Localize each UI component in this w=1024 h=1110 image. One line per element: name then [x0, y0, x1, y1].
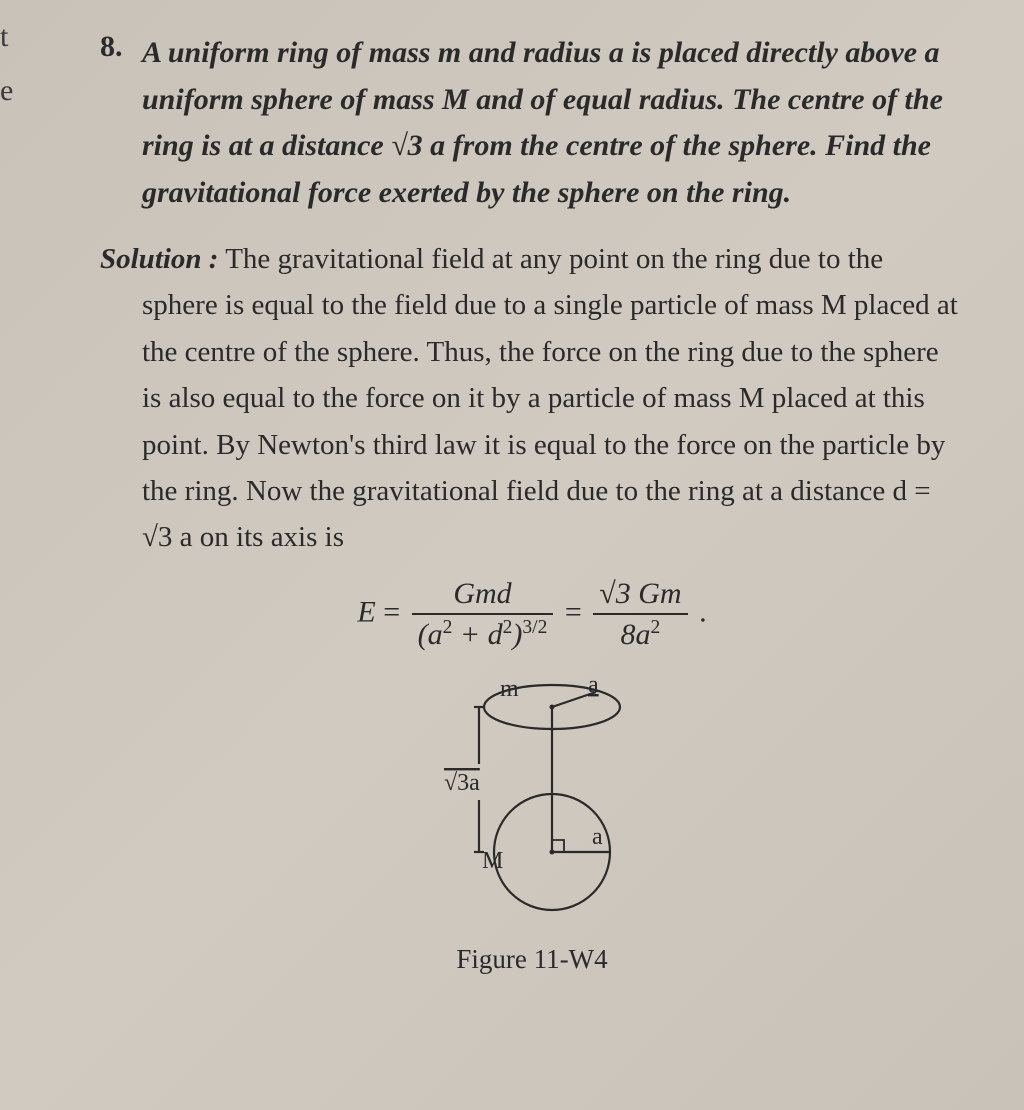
eq-equals-1: = [383, 595, 400, 628]
page-edge-fragment: t e [0, 20, 13, 108]
eq-frac2-num: √3 Gm [593, 577, 687, 615]
edge-char-2: e [0, 74, 13, 108]
figure-caption: Figure 11-W4 [100, 944, 964, 975]
problem-statement: 8. A uniform ring of mass m and radius a… [100, 30, 964, 216]
eq-frac2-den: 8a2 [593, 615, 687, 652]
equation: E = Gmd (a2 + d2)3/2 = √3 Gm 8a2 . [100, 577, 964, 652]
problem-text: A uniform ring of mass m and radius a is… [142, 30, 964, 216]
eq-frac1-num: Gmd [412, 577, 554, 615]
solution-paragraph: Solution : The gravitational field at an… [100, 236, 964, 561]
eq-frac1-den: (a2 + d2)3/2 [412, 615, 554, 652]
sphere-radius-label: a [592, 824, 603, 850]
right-angle-marker [552, 840, 564, 852]
solution-block: Solution : The gravitational field at an… [100, 236, 964, 975]
ring-radius-label: a [588, 672, 599, 698]
solution-text: The gravitational field at any point on … [142, 243, 958, 553]
solution-label: Solution : [100, 243, 218, 275]
ring-mass-label: m [500, 676, 519, 702]
eq-frac-2: √3 Gm 8a2 [593, 577, 687, 652]
distance-label: √3a [444, 770, 480, 796]
figure-diagram: m a M a [392, 672, 672, 932]
problem-block: 8. A uniform ring of mass m and radius a… [100, 30, 964, 975]
eq-period: . [699, 595, 707, 628]
eq-lhs: E [357, 595, 375, 628]
eq-equals-2: = [565, 595, 582, 628]
edge-char-1: t [0, 20, 13, 54]
eq-frac-1: Gmd (a2 + d2)3/2 [412, 577, 554, 652]
figure-container: m a M a [100, 672, 964, 975]
sphere-mass-label: M [482, 848, 503, 874]
problem-number: 8. [100, 30, 142, 216]
